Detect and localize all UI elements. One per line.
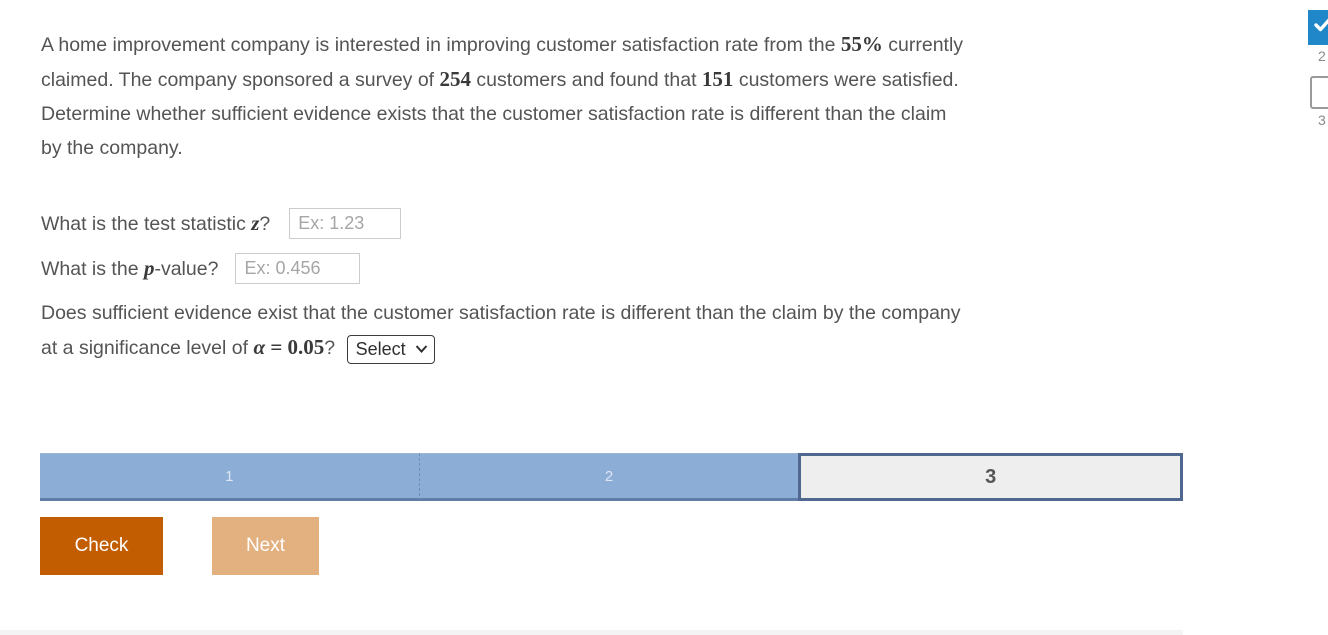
plain-text: currently bbox=[882, 34, 964, 56]
check-icon bbox=[1313, 18, 1328, 37]
progress-step-2-label: 2 bbox=[604, 467, 614, 485]
margin-item-3-label: 3 bbox=[1318, 112, 1326, 128]
plain-text: ? bbox=[259, 213, 271, 235]
conclusion-select-wrap: Select bbox=[346, 332, 435, 366]
math-text: 151 bbox=[701, 67, 734, 91]
activity-completed-badge bbox=[1308, 10, 1328, 45]
problem-statement: A home improvement company is interested… bbox=[41, 27, 963, 165]
plain-text: -value? bbox=[154, 258, 219, 280]
test-statistic-input[interactable] bbox=[289, 208, 402, 239]
question-test-statistic: What is the test statistic z? bbox=[41, 208, 402, 239]
math-text: z bbox=[251, 211, 260, 235]
plain-text: at a significance level of bbox=[41, 337, 254, 359]
math-text: = 0.05 bbox=[265, 335, 325, 359]
margin-item-2-label: 2 bbox=[1318, 48, 1326, 64]
math-text: 55% bbox=[840, 32, 883, 56]
conclusion-select[interactable]: Select bbox=[346, 334, 435, 364]
plain-text: by the company. bbox=[41, 137, 183, 159]
section-divider bbox=[0, 630, 1183, 635]
progress-step-3: 3 bbox=[798, 453, 1184, 501]
check-button[interactable]: Check bbox=[40, 517, 163, 575]
plain-text: What is the test statistic bbox=[41, 213, 252, 235]
question-conclusion-label: Does sufficient evidence exist that the … bbox=[41, 302, 961, 359]
plain-text: customers were satisfied. bbox=[733, 69, 959, 91]
question-p-value: What is the p-value? bbox=[41, 253, 361, 284]
question-conclusion: Does sufficient evidence exist that the … bbox=[41, 296, 961, 366]
next-button[interactable]: Next bbox=[212, 517, 319, 575]
question-p-value-label: What is the p-value? bbox=[41, 256, 218, 281]
plain-text: claimed. The company sponsored a survey … bbox=[41, 69, 440, 91]
math-text: α bbox=[253, 335, 266, 359]
plain-text: Does sufficient evidence exist that the … bbox=[41, 302, 961, 324]
progress-bar: 1 2 3 bbox=[40, 453, 1184, 501]
plain-text: Determine whether sufficient evidence ex… bbox=[41, 103, 947, 125]
p-value-input[interactable] bbox=[235, 253, 361, 284]
question-test-statistic-label: What is the test statistic z? bbox=[41, 211, 270, 236]
progress-step-3-label: 3 bbox=[985, 465, 997, 488]
math-text: p bbox=[143, 256, 155, 280]
plain-text: customers and found that bbox=[471, 69, 702, 91]
plain-text: A home improvement company is interested… bbox=[41, 34, 841, 56]
plain-text: What is the bbox=[41, 258, 144, 280]
progress-step-2: 2 bbox=[418, 453, 799, 501]
math-text: 254 bbox=[439, 67, 472, 91]
progress-step-1-label: 1 bbox=[225, 467, 234, 485]
activity-incomplete-box bbox=[1310, 76, 1328, 109]
plain-text: ? bbox=[324, 337, 341, 359]
progress-step-1: 1 bbox=[40, 453, 419, 501]
